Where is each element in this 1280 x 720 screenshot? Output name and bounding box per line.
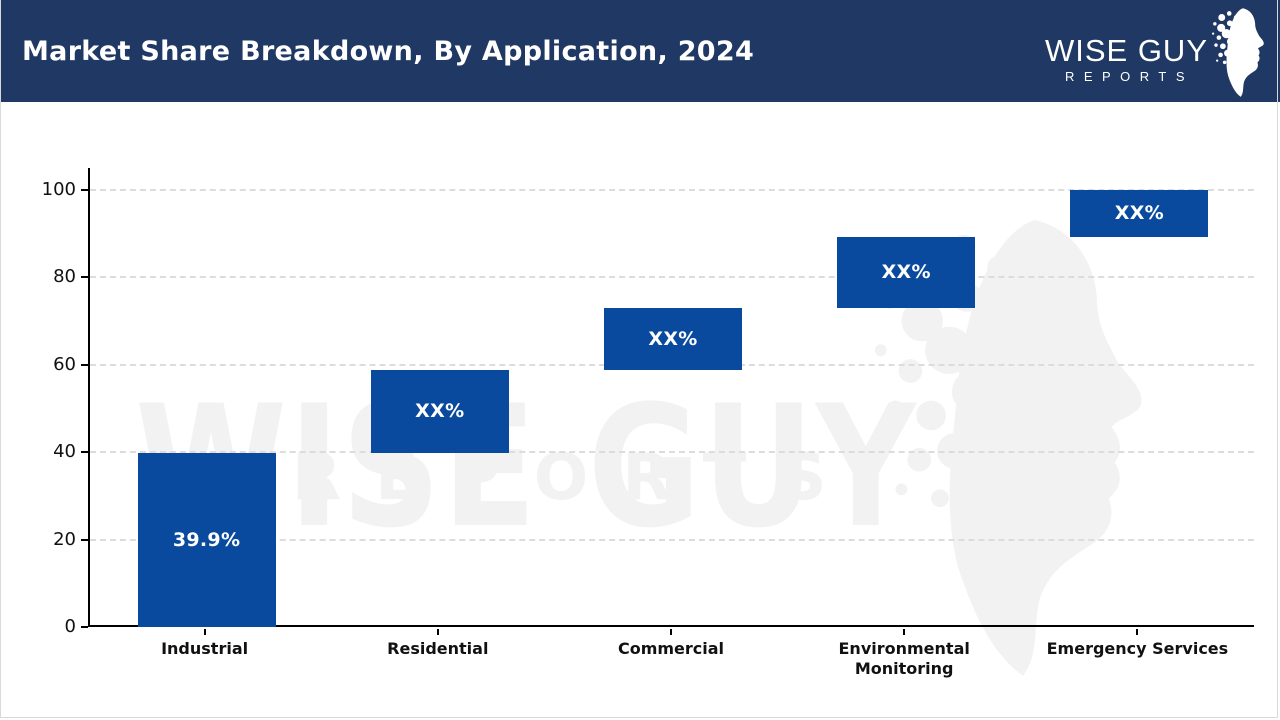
brand-name: WISE GUY [1044,32,1208,68]
y-tick-mark [81,538,88,541]
bar-value-label: 39.9% [172,528,241,551]
chart-title: Market Share Breakdown, By Application, … [22,35,755,67]
x-category-label: Emergency Services [1046,639,1229,658]
bar-value-label: XX% [881,261,931,284]
x-tick-mark [670,629,672,635]
x-category-label: Commercial [617,639,725,658]
plot-area: 39.9% XX% XX% XX% XX% [88,168,1254,627]
chart-canvas: WISE GUY REPORTS 39.9% XX% XX% XX% XX% 0 20 40… [0,102,1280,718]
x-category-label: Industrial [161,639,249,658]
y-tick-label: 0 [64,616,76,637]
y-tick-mark [81,276,88,279]
y-tick-label: 80 [53,266,76,288]
x-category-label: Residential [387,639,489,658]
y-tick-label: 20 [53,528,76,550]
y-tick-label: 40 [53,441,76,463]
x-tick-mark [436,629,439,635]
watermark-subtext: REPORTS [292,441,861,515]
y-tick-label: 100 [41,178,76,200]
gridline [90,188,1254,191]
y-tick-mark [81,188,88,191]
bar-commercial: XX% [604,307,742,370]
bar-value-label: XX% [1114,202,1165,225]
bar-industrial: 39.9% [137,452,276,627]
x-tick-mark [903,629,906,635]
bar-emergency-services: XX% [1070,189,1209,237]
gridline [90,451,1254,454]
bar-residential: XX% [370,369,509,453]
wiseguy-face-icon [1211,8,1264,97]
brand-subtitle: REPORTS [1064,68,1195,84]
y-tick-mark [81,451,88,454]
x-tick-mark [1136,629,1139,635]
bar-environmental-monitoring: XX% [837,236,976,308]
y-tick-mark [81,363,88,366]
x-category-label: Environmental Monitoring [838,639,970,678]
app-header: Market Share Breakdown, By Application, … [0,0,1280,102]
bar-value-label: XX% [415,400,465,423]
x-tick-mark [203,629,206,635]
gridline [90,276,1254,279]
brand-logo: WISE GUY REPORTS [1045,6,1268,98]
y-tick-label: 60 [53,353,76,375]
y-tick-mark [81,626,88,628]
gridline [90,538,1254,541]
bar-value-label: XX% [648,327,698,350]
